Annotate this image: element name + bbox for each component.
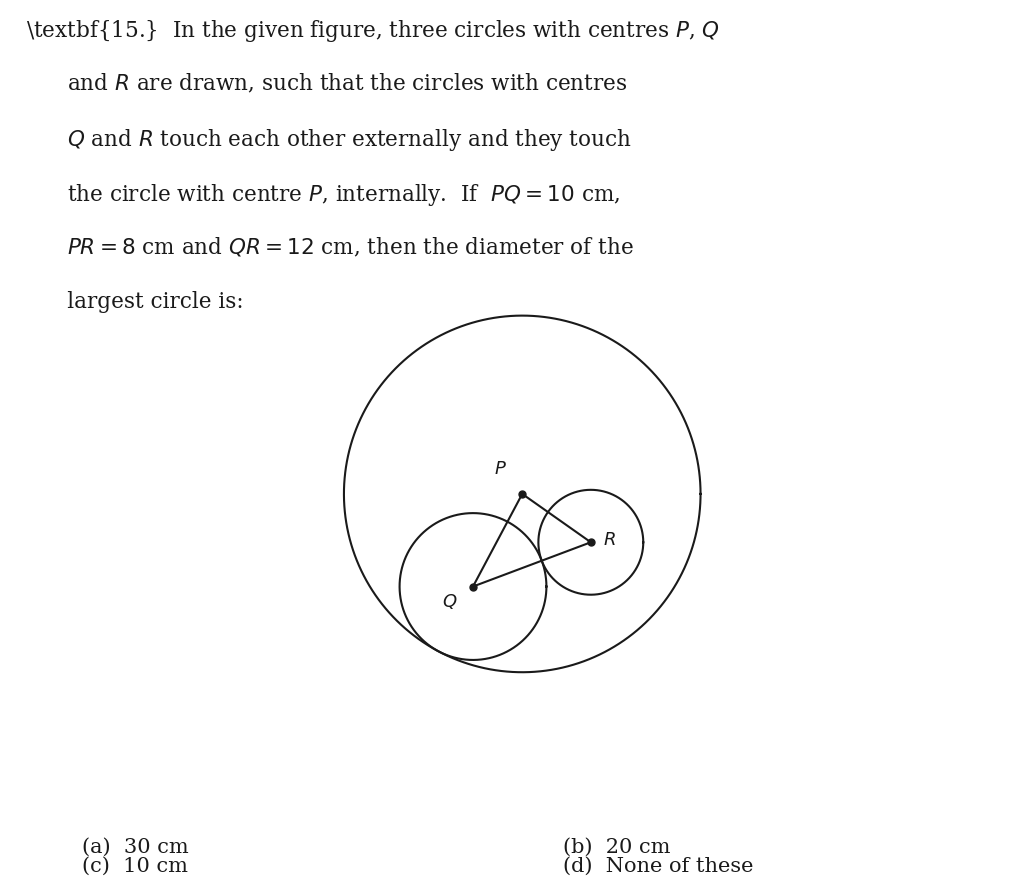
Text: $PR = 8$ cm and $QR = 12$ cm, then the diameter of the: $PR = 8$ cm and $QR = 12$ cm, then the d…: [26, 236, 633, 259]
Text: $Q$: $Q$: [441, 592, 458, 610]
Text: (b)  20 cm: (b) 20 cm: [563, 838, 671, 856]
Text: (a)  30 cm: (a) 30 cm: [82, 838, 188, 856]
Text: $P$: $P$: [494, 460, 507, 478]
Text: $Q$ and $R$ touch each other externally and they touch: $Q$ and $R$ touch each other externally …: [26, 127, 631, 153]
Text: and $R$ are drawn, such that the circles with centres: and $R$ are drawn, such that the circles…: [26, 72, 627, 95]
Text: $R$: $R$: [603, 531, 616, 549]
Text: (c)  10 cm: (c) 10 cm: [82, 857, 188, 876]
Text: \textbf{15.}  In the given figure, three circles with centres $P$, $Q$: \textbf{15.} In the given figure, three …: [26, 18, 720, 43]
Text: the circle with centre $P$, internally.  If  $PQ = 10$ cm,: the circle with centre $P$, internally. …: [26, 182, 620, 207]
Text: largest circle is:: largest circle is:: [26, 291, 244, 313]
Text: (d)  None of these: (d) None of these: [563, 857, 754, 876]
